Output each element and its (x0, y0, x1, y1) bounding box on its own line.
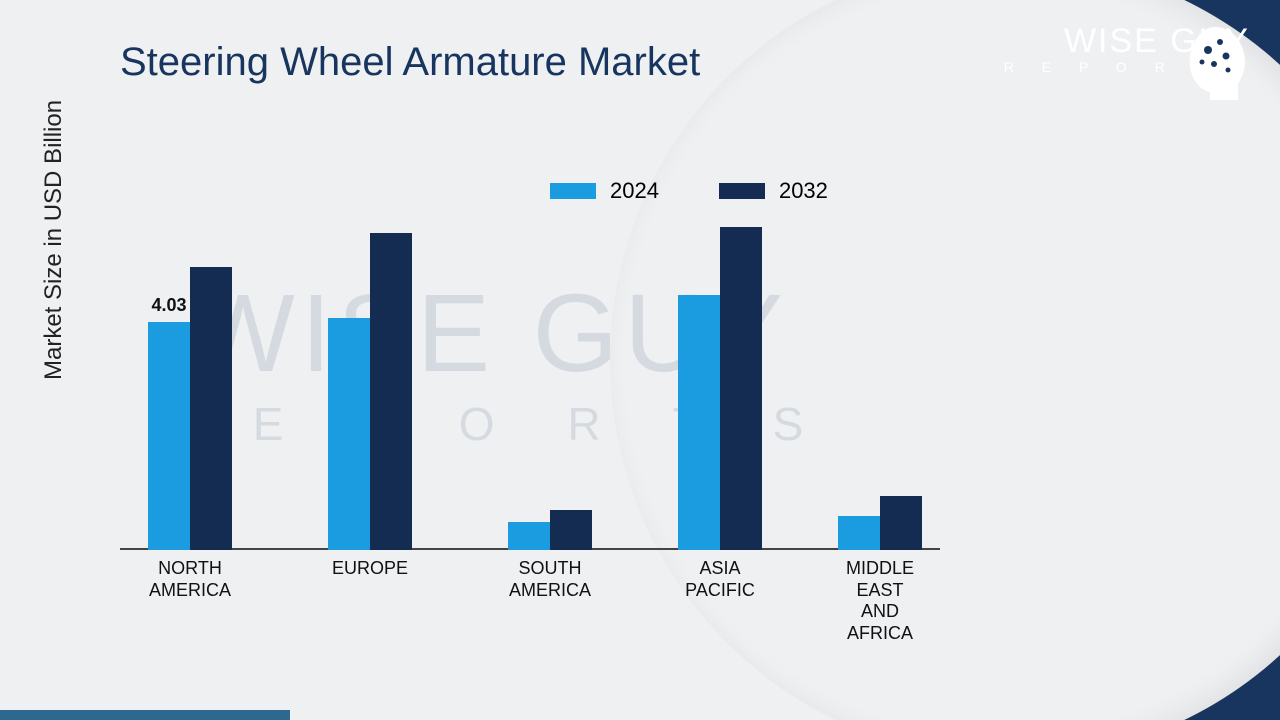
bar-group (310, 233, 430, 550)
head-icon (1180, 22, 1250, 102)
bar (880, 496, 922, 550)
bar (190, 267, 232, 550)
chart-canvas: WISE GUY R E P O R T S Steering Wheel Ar… (0, 0, 1280, 720)
bar (678, 295, 720, 550)
bar (550, 510, 592, 550)
legend-label-2024: 2024 (610, 178, 659, 204)
bar (720, 227, 762, 550)
bar (370, 233, 412, 550)
legend: 2024 2032 (550, 178, 828, 204)
bar (838, 516, 880, 550)
legend-item-2024: 2024 (550, 178, 659, 204)
x-tick-label: EUROPE (310, 558, 430, 580)
chart-title: Steering Wheel Armature Market (120, 40, 700, 85)
bar (148, 322, 190, 550)
bar-group (660, 227, 780, 550)
bar-group: 4.03 (130, 267, 250, 550)
y-axis-label: Market Size in USD Billion (40, 100, 68, 380)
x-tick-label: NORTH AMERICA (130, 558, 250, 601)
x-tick-label: ASIA PACIFIC (660, 558, 780, 601)
bar (508, 522, 550, 550)
bar (328, 318, 370, 550)
legend-label-2032: 2032 (779, 178, 828, 204)
bar-group (820, 496, 940, 550)
x-tick-label: SOUTH AMERICA (490, 558, 610, 601)
legend-item-2032: 2032 (719, 178, 828, 204)
brand-logo: WISE GUY R E P O R T S (1004, 22, 1250, 75)
bottom-accent-bar (0, 710, 290, 720)
x-tick-label: MIDDLE EAST AND AFRICA (820, 558, 940, 644)
legend-swatch-2032 (719, 183, 765, 199)
legend-swatch-2024 (550, 183, 596, 199)
plot-area: 4.03 (120, 210, 940, 550)
bar-group (490, 510, 610, 550)
bar-data-label: 4.03 (151, 295, 186, 316)
